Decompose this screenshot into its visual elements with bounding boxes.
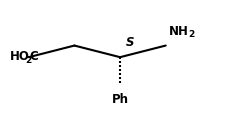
Text: NH: NH <box>169 25 189 37</box>
Text: S: S <box>126 36 135 49</box>
Text: Ph: Ph <box>112 93 129 106</box>
Text: HO: HO <box>9 50 29 63</box>
Text: 2: 2 <box>188 30 194 39</box>
Text: C: C <box>29 50 38 63</box>
Text: 2: 2 <box>25 56 32 65</box>
